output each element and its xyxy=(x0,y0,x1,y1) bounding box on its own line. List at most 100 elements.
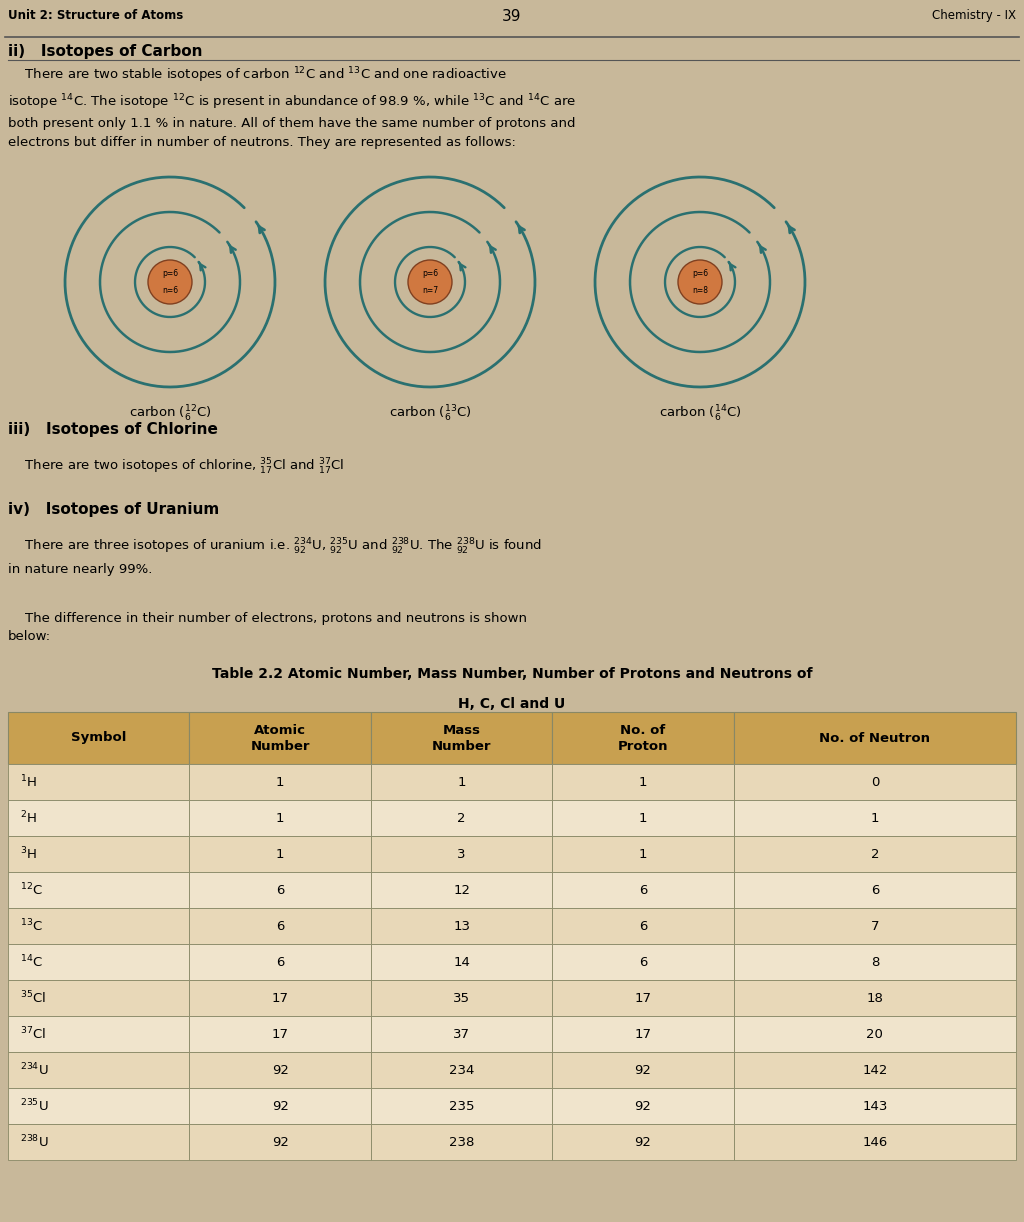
Bar xyxy=(734,980,1016,1015)
Text: 234: 234 xyxy=(449,1063,474,1077)
Text: 6: 6 xyxy=(639,956,647,969)
Bar xyxy=(8,764,189,800)
Bar xyxy=(552,873,734,908)
Bar xyxy=(734,1015,1016,1052)
Text: Table 2.2 Atomic Number, Mass Number, Number of Protons and Neutrons of: Table 2.2 Atomic Number, Mass Number, Nu… xyxy=(212,667,812,681)
Bar xyxy=(734,800,1016,836)
Bar xyxy=(371,712,552,764)
Text: $^{14}$C: $^{14}$C xyxy=(20,953,43,970)
Bar xyxy=(371,1015,552,1052)
Text: n=8: n=8 xyxy=(692,286,708,295)
Text: 92: 92 xyxy=(635,1135,651,1149)
Text: 17: 17 xyxy=(635,1028,651,1040)
Text: 12: 12 xyxy=(453,884,470,897)
Bar xyxy=(8,1124,189,1160)
Bar xyxy=(552,1052,734,1088)
Text: 92: 92 xyxy=(271,1135,289,1149)
Text: 20: 20 xyxy=(866,1028,884,1040)
Text: There are two isotopes of chlorine, $^{35}_{17}$Cl and $^{37}_{17}$Cl: There are two isotopes of chlorine, $^{3… xyxy=(8,457,344,477)
Bar xyxy=(8,836,189,873)
Text: 17: 17 xyxy=(635,991,651,1004)
Bar xyxy=(189,836,371,873)
Text: carbon ($^{13}_6$C): carbon ($^{13}_6$C) xyxy=(389,404,471,424)
Text: Symbol: Symbol xyxy=(71,732,126,744)
Text: 142: 142 xyxy=(862,1063,888,1077)
Text: 8: 8 xyxy=(870,956,879,969)
Bar xyxy=(371,980,552,1015)
Text: 92: 92 xyxy=(271,1100,289,1112)
Bar xyxy=(552,800,734,836)
Text: 14: 14 xyxy=(454,956,470,969)
Text: 143: 143 xyxy=(862,1100,888,1112)
Bar xyxy=(734,908,1016,945)
Bar xyxy=(734,1052,1016,1088)
Bar xyxy=(371,1052,552,1088)
Text: 13: 13 xyxy=(453,919,470,932)
Circle shape xyxy=(408,260,452,304)
Text: $^{1}$H: $^{1}$H xyxy=(20,774,37,791)
Bar xyxy=(734,836,1016,873)
Text: carbon ($^{12}_6$C): carbon ($^{12}_6$C) xyxy=(129,404,211,424)
Text: 6: 6 xyxy=(276,956,285,969)
Text: $^{3}$H: $^{3}$H xyxy=(20,846,37,863)
Bar xyxy=(734,764,1016,800)
Text: 1: 1 xyxy=(458,776,466,788)
Text: 7: 7 xyxy=(870,919,880,932)
Text: 17: 17 xyxy=(271,991,289,1004)
Bar xyxy=(8,1052,189,1088)
Bar xyxy=(371,1088,552,1124)
Text: $^{13}$C: $^{13}$C xyxy=(20,918,43,935)
Text: carbon ($^{14}_6$C): carbon ($^{14}_6$C) xyxy=(658,404,741,424)
Text: Mass
Number: Mass Number xyxy=(432,723,492,753)
Bar xyxy=(189,764,371,800)
Bar xyxy=(552,764,734,800)
Text: 37: 37 xyxy=(453,1028,470,1040)
Text: Atomic
Number: Atomic Number xyxy=(251,723,310,753)
Bar xyxy=(552,1088,734,1124)
Bar xyxy=(734,712,1016,764)
Text: $^{234}$U: $^{234}$U xyxy=(20,1062,49,1078)
Text: 1: 1 xyxy=(639,776,647,788)
Text: There are three isotopes of uranium i.e. $^{234}_{92}$U, $^{235}_{92}$U and $^{2: There are three isotopes of uranium i.e.… xyxy=(8,536,542,576)
Text: $^{2}$H: $^{2}$H xyxy=(20,810,37,826)
Text: Chemistry - IX: Chemistry - IX xyxy=(932,9,1016,22)
Bar xyxy=(8,1088,189,1124)
Bar xyxy=(8,980,189,1015)
Bar xyxy=(189,908,371,945)
Text: Unit 2: Structure of Atoms: Unit 2: Structure of Atoms xyxy=(8,9,183,22)
Text: 146: 146 xyxy=(862,1135,888,1149)
Bar xyxy=(552,712,734,764)
Bar xyxy=(734,1124,1016,1160)
Bar xyxy=(371,1124,552,1160)
Bar xyxy=(189,1088,371,1124)
Bar xyxy=(552,1015,734,1052)
Bar xyxy=(371,908,552,945)
Text: ii)   Isotopes of Carbon: ii) Isotopes of Carbon xyxy=(8,44,203,59)
Bar xyxy=(8,945,189,980)
Bar xyxy=(734,1088,1016,1124)
Text: 6: 6 xyxy=(639,919,647,932)
Circle shape xyxy=(678,260,722,304)
Text: 1: 1 xyxy=(275,848,285,860)
Bar xyxy=(0,0,1024,37)
Text: 1: 1 xyxy=(870,811,880,825)
Text: 6: 6 xyxy=(639,884,647,897)
Text: p=6: p=6 xyxy=(422,269,438,277)
Text: iv)   Isotopes of Uranium: iv) Isotopes of Uranium xyxy=(8,502,219,517)
Bar xyxy=(189,1052,371,1088)
Text: No. of
Proton: No. of Proton xyxy=(617,723,669,753)
Bar xyxy=(371,945,552,980)
Text: No. of Neutron: No. of Neutron xyxy=(819,732,931,744)
Text: 6: 6 xyxy=(870,884,879,897)
Bar xyxy=(552,945,734,980)
Bar xyxy=(8,1015,189,1052)
Bar xyxy=(189,980,371,1015)
Bar xyxy=(371,873,552,908)
Text: There are two stable isotopes of carbon $^{12}$C and $^{13}$C and one radioactiv: There are two stable isotopes of carbon … xyxy=(8,65,577,149)
Text: p=6: p=6 xyxy=(162,269,178,277)
Text: 235: 235 xyxy=(449,1100,474,1112)
Text: 17: 17 xyxy=(271,1028,289,1040)
Bar xyxy=(189,945,371,980)
Bar xyxy=(8,908,189,945)
Text: 35: 35 xyxy=(453,991,470,1004)
